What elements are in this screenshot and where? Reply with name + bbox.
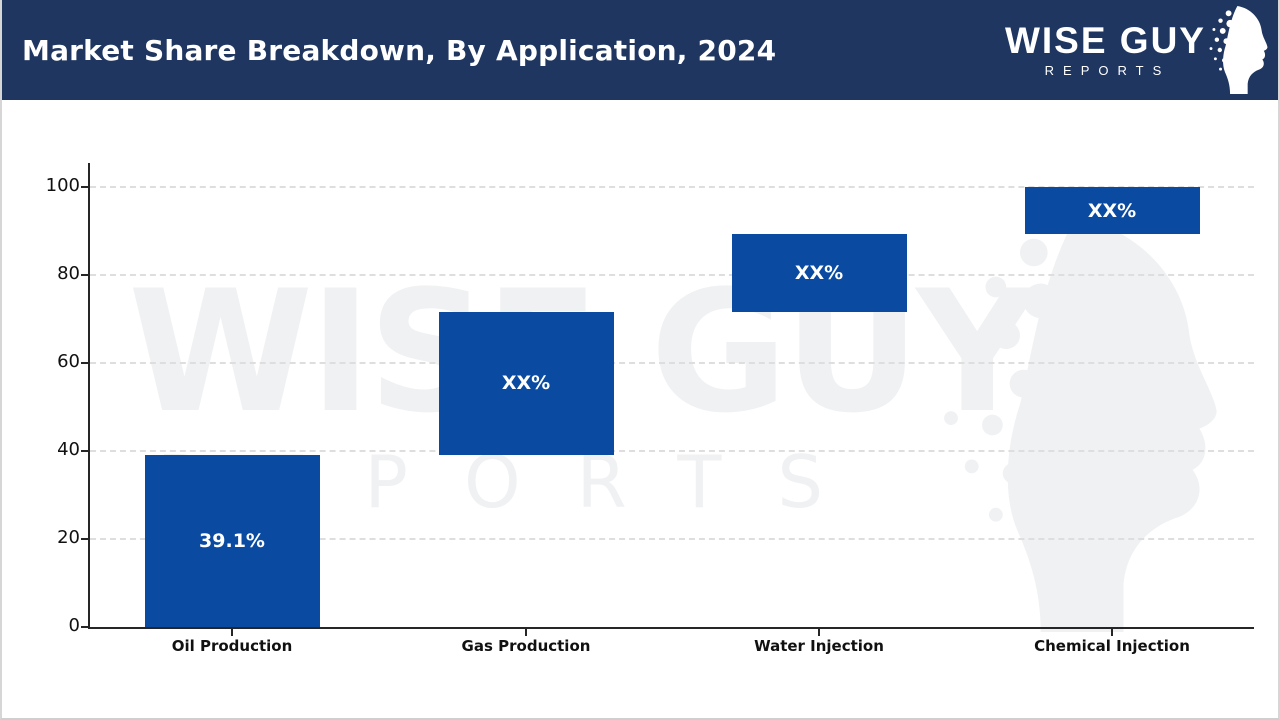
grid-line (90, 538, 1254, 540)
y-tick-label: 60 (57, 351, 80, 372)
bar-segment: XX% (731, 234, 907, 312)
y-tick-label: 0 (68, 615, 80, 636)
wise-guy-logo: WISE GUY REPORTS (1005, 6, 1270, 94)
watermark-face-icon (944, 218, 1217, 632)
x-tick-mark (818, 629, 820, 636)
bar-value-label: 39.1% (199, 529, 265, 552)
category-label: Chemical Injection (1034, 637, 1190, 655)
y-tick-label: 40 (57, 439, 80, 460)
category-label: Oil Production (171, 637, 293, 655)
bar-value-label: XX% (1087, 199, 1137, 222)
x-axis-line (88, 627, 1254, 629)
y-tick-label: 100 (45, 175, 80, 196)
grid-line (90, 362, 1254, 364)
y-tick-mark (81, 274, 88, 276)
chart-area: WISE GUY REPORTS 0 20 40 60 80 100 39.1% Oil Pr… (2, 100, 1278, 718)
y-tick-label: 80 (57, 263, 80, 284)
grid-line (90, 274, 1254, 276)
logo-text: WISE GUY REPORTS (1005, 22, 1206, 78)
dotted-face-icon (1209, 6, 1268, 94)
bar-segment: 39.1% (144, 454, 320, 627)
bar-value-label: XX% (794, 262, 844, 285)
bar-segment: XX% (1024, 187, 1200, 235)
y-axis-line (88, 163, 90, 629)
category-label: Gas Production (461, 637, 591, 655)
x-tick-mark (1111, 629, 1113, 636)
y-tick-mark (81, 186, 88, 188)
bar-value-label: XX% (501, 372, 551, 395)
y-tick-mark (81, 362, 88, 364)
y-tick-mark (81, 626, 88, 628)
x-tick-mark (525, 629, 527, 636)
y-tick-mark (81, 450, 88, 452)
logo-subtitle: REPORTS (1044, 63, 1171, 78)
x-tick-mark (231, 629, 233, 636)
y-tick-mark (81, 538, 88, 540)
page-title: Market Share Breakdown, By Application, … (22, 33, 777, 67)
logo-wordmark: WISE GUY (1004, 20, 1206, 61)
category-label: Water Injection (754, 637, 884, 655)
y-tick-label: 20 (57, 527, 80, 548)
grid-line (90, 450, 1254, 452)
grid-line (90, 186, 1254, 188)
header-banner: Market Share Breakdown, By Application, … (2, 0, 1278, 100)
bar-segment: XX% (438, 311, 614, 455)
